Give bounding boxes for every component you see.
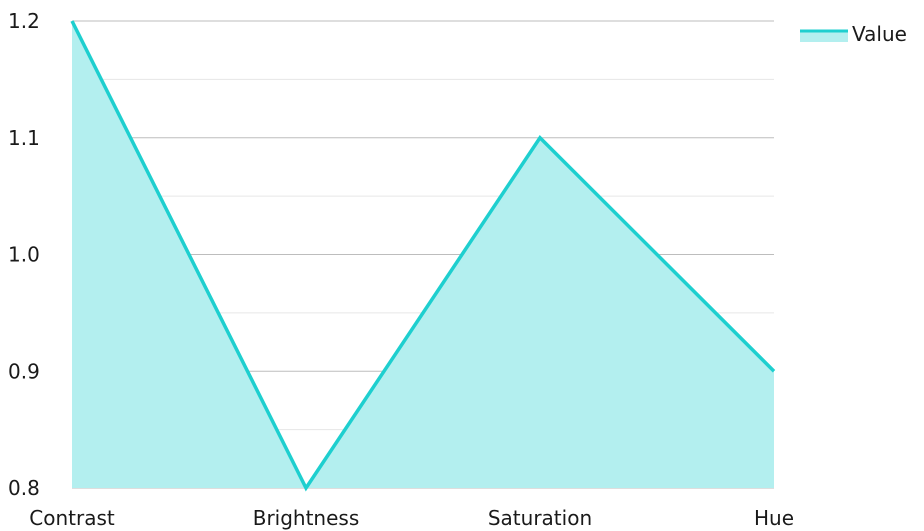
legend-label-value: Value xyxy=(852,22,907,46)
x-tick-label: Contrast xyxy=(29,506,115,530)
x-tick-label: Saturation xyxy=(488,506,592,530)
y-axis-ticks: 0.8 0.9 1.0 1.1 1.2 xyxy=(8,9,40,500)
y-tick-label: 0.9 xyxy=(8,359,40,383)
legend-swatch-value xyxy=(800,30,848,42)
series-line-group xyxy=(70,20,776,492)
x-axis-ticks: Contrast Brightness Saturation Hue xyxy=(29,506,794,530)
y-tick-label: 1.0 xyxy=(8,243,40,267)
x-tick-label: Hue xyxy=(754,506,794,530)
legend: Value xyxy=(800,22,907,46)
y-tick-label: 0.8 xyxy=(8,476,40,500)
series-line xyxy=(70,20,776,492)
x-tick-label: Brightness xyxy=(253,506,360,530)
y-tick-label: 1.1 xyxy=(8,126,40,150)
y-tick-label: 1.2 xyxy=(8,9,40,33)
